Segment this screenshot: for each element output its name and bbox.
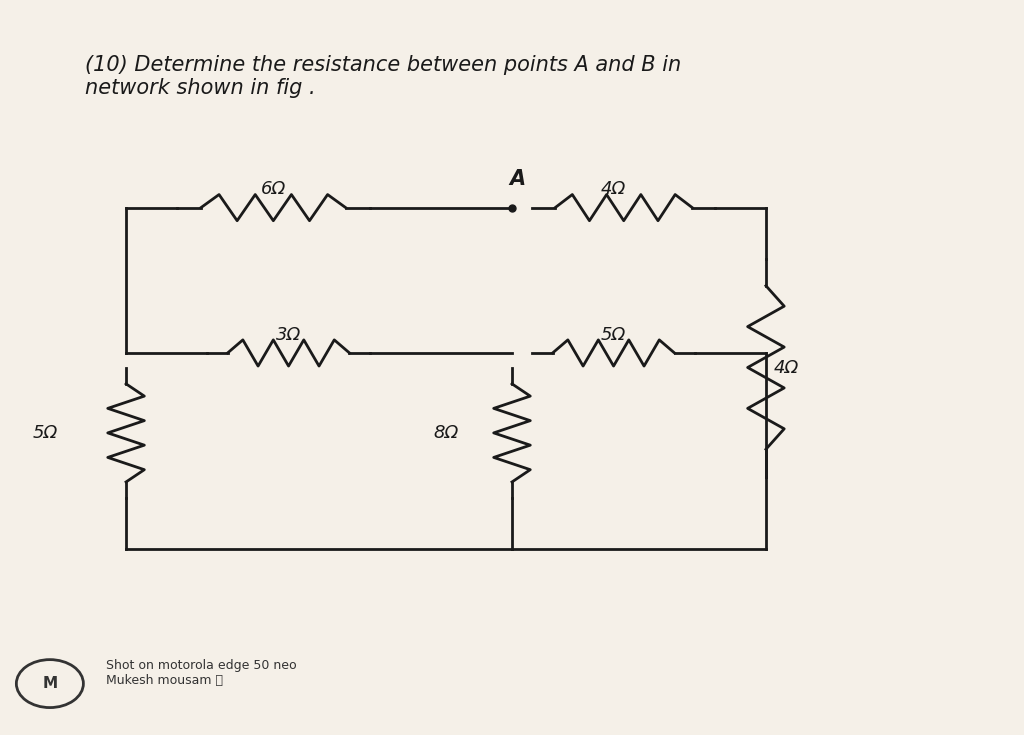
Text: 3Ω: 3Ω [275, 326, 301, 344]
Text: 5Ω: 5Ω [32, 424, 57, 442]
Text: (10) Determine the resistance between points A and B in
network shown in fig .: (10) Determine the resistance between po… [85, 55, 682, 98]
Text: 8Ω: 8Ω [433, 424, 459, 442]
Text: 6Ω: 6Ω [261, 181, 286, 198]
Text: 4Ω: 4Ω [601, 181, 627, 198]
Text: A: A [509, 170, 525, 190]
Text: Shot on motorola edge 50 neo
Mukesh mousam 🌄: Shot on motorola edge 50 neo Mukesh mous… [105, 659, 296, 687]
Text: 4Ω: 4Ω [773, 359, 799, 376]
Text: M: M [42, 676, 57, 691]
Text: 5Ω: 5Ω [601, 326, 627, 344]
